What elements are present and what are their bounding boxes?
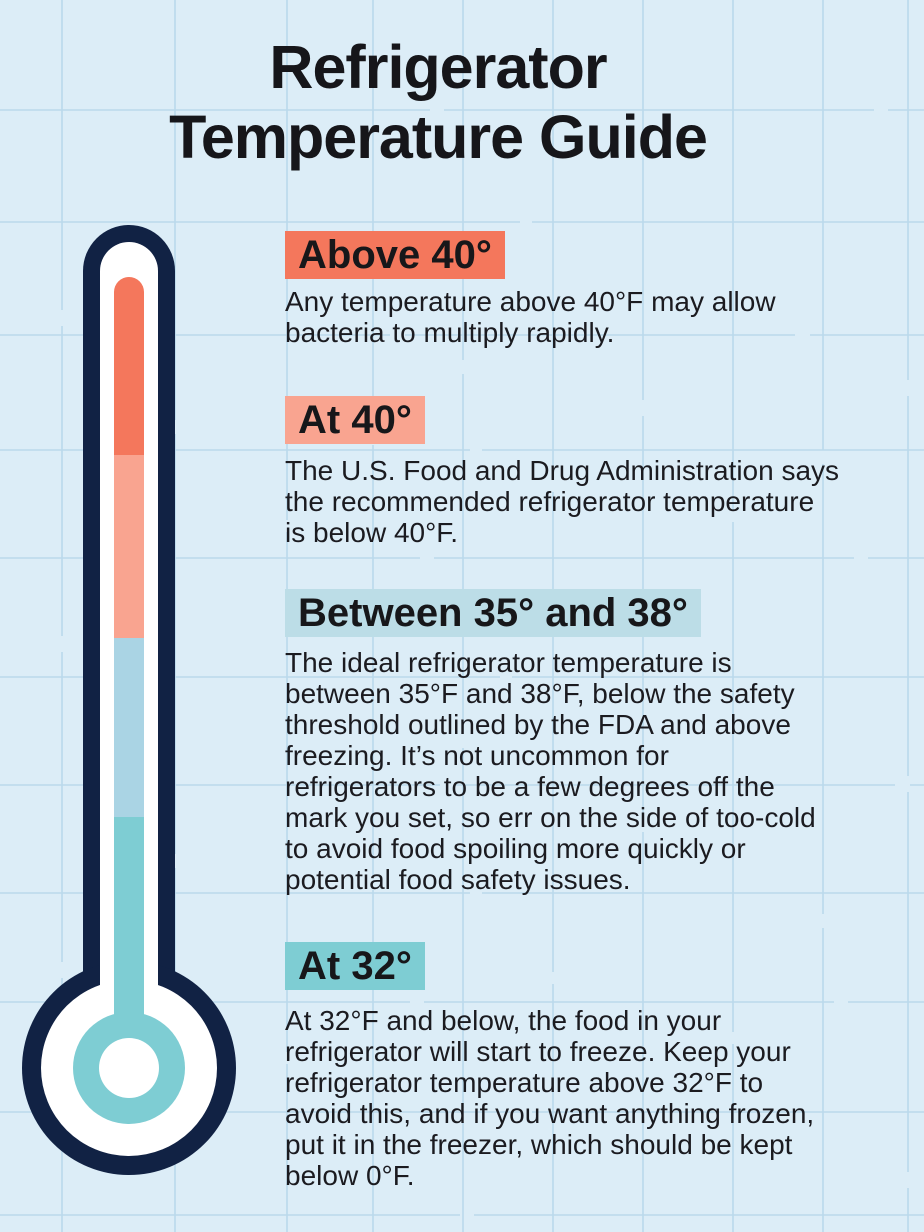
thermometer-outline-tube bbox=[83, 225, 175, 995]
thermometer-bulb-ring-hole bbox=[99, 1038, 159, 1098]
page-title-line-2: Temperature Guide bbox=[169, 103, 708, 171]
thermometer-inner-bulb bbox=[41, 980, 217, 1156]
section-body-between-35-38: The ideal refrigerator temperature is be… bbox=[285, 647, 816, 895]
section-heading-at-40: At 40° bbox=[285, 396, 425, 444]
section-body-at-40: The U.S. Food and Drug Administration sa… bbox=[285, 455, 840, 548]
page-title: Refrigerator Temperature Guide bbox=[0, 32, 876, 172]
section-heading-between-35-38: Between 35° and 38° bbox=[285, 589, 701, 637]
thermometer-column bbox=[114, 277, 144, 1035]
page-title-line-1: Refrigerator bbox=[269, 33, 607, 101]
thermometer-segment-between-35-38 bbox=[114, 638, 144, 817]
thermometer-outline-bulb bbox=[22, 961, 236, 1175]
thermometer-bulb-ring bbox=[73, 1012, 185, 1124]
thermometer-segment-above-40 bbox=[114, 277, 144, 455]
thermometer-segment-at-40 bbox=[114, 455, 144, 638]
section-body-at-32: At 32°F and below, the food in your refr… bbox=[285, 1005, 815, 1191]
section-heading-above-40: Above 40° bbox=[285, 231, 505, 279]
thermometer-segment-at-32 bbox=[114, 817, 144, 1035]
section-heading-at-32: At 32° bbox=[285, 942, 425, 990]
thermometer-inner-tube bbox=[100, 242, 158, 1005]
section-body-above-40: Any temperature above 40°F may allow bac… bbox=[285, 286, 776, 348]
